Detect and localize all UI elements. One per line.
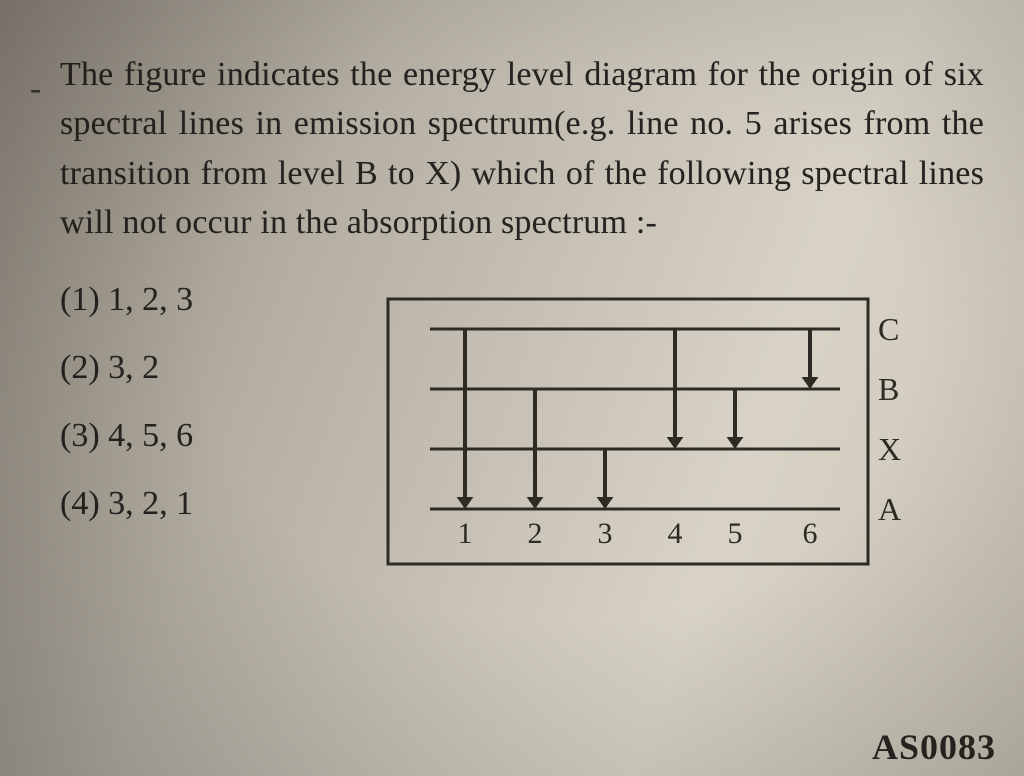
question-code: AS0083 (872, 726, 996, 768)
svg-text:4: 4 (668, 517, 683, 550)
option-2: (2) 3, 2 (60, 349, 340, 387)
svg-text:1: 1 (458, 517, 473, 550)
option-4: (4) 3, 2, 1 (60, 485, 340, 523)
page: - The figure indicates the energy level … (0, 0, 1024, 601)
option-num: (3) (60, 417, 100, 454)
options-list: (1) 1, 2, 3 (2) 3, 2 (3) 4, 5, 6 (4) 3, … (60, 275, 340, 553)
option-text: 1, 2, 3 (108, 281, 193, 318)
option-text: 3, 2, 1 (108, 485, 193, 522)
svg-text:5: 5 (728, 517, 743, 550)
question-bullet: - (30, 70, 41, 108)
svg-text:B: B (878, 371, 899, 407)
svg-text:6: 6 (803, 517, 818, 550)
option-num: (1) (60, 281, 100, 318)
svg-text:C: C (878, 311, 899, 347)
question-text: The figure indicates the energy level di… (60, 50, 984, 247)
option-1: (1) 1, 2, 3 (60, 281, 340, 319)
diagram-svg: CBXA 1 2 3 4 5 6 (370, 281, 930, 581)
svg-text:2: 2 (528, 517, 543, 550)
energy-level-diagram: CBXA 1 2 3 4 5 6 (370, 275, 984, 581)
svg-text:X: X (878, 431, 901, 467)
lower-row: (1) 1, 2, 3 (2) 3, 2 (3) 4, 5, 6 (4) 3, … (60, 275, 984, 581)
svg-text:A: A (878, 491, 901, 527)
option-text: 3, 2 (108, 349, 159, 386)
option-3: (3) 4, 5, 6 (60, 417, 340, 455)
option-text: 4, 5, 6 (108, 417, 193, 454)
svg-text:3: 3 (598, 517, 613, 550)
option-num: (2) (60, 349, 100, 386)
option-num: (4) (60, 485, 100, 522)
